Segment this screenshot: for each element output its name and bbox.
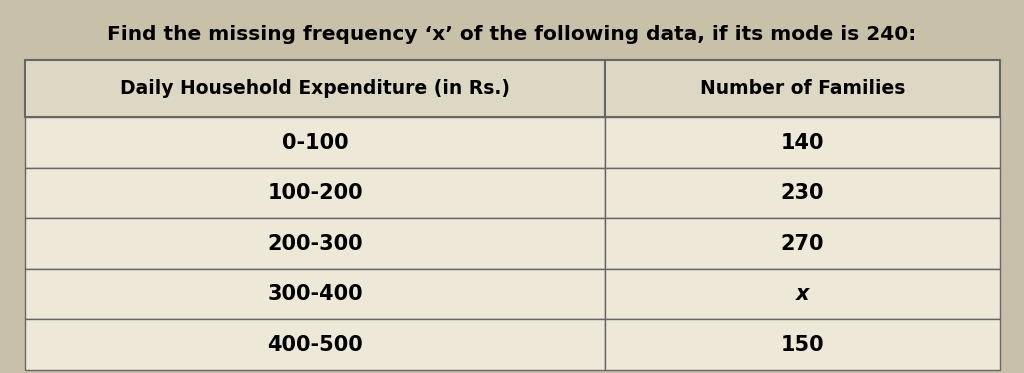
Text: 400-500: 400-500: [267, 335, 362, 355]
Text: 270: 270: [781, 233, 824, 254]
Text: 140: 140: [781, 133, 824, 153]
FancyBboxPatch shape: [25, 319, 605, 370]
Text: 200-300: 200-300: [267, 233, 362, 254]
FancyBboxPatch shape: [605, 117, 1000, 168]
FancyBboxPatch shape: [605, 60, 1000, 117]
Text: Daily Household Expenditure (in Rs.): Daily Household Expenditure (in Rs.): [120, 79, 510, 98]
FancyBboxPatch shape: [25, 168, 605, 219]
FancyBboxPatch shape: [605, 319, 1000, 370]
Text: 100-200: 100-200: [267, 183, 362, 203]
FancyBboxPatch shape: [25, 117, 605, 168]
FancyBboxPatch shape: [25, 269, 605, 319]
Text: Find the missing frequency ‘x’ of the following data, if its mode is 240:: Find the missing frequency ‘x’ of the fo…: [108, 25, 916, 44]
FancyBboxPatch shape: [25, 219, 605, 269]
FancyBboxPatch shape: [605, 269, 1000, 319]
Text: Number of Families: Number of Families: [699, 79, 905, 98]
Text: 0-100: 0-100: [282, 133, 348, 153]
Text: 300-400: 300-400: [267, 284, 362, 304]
Text: x: x: [796, 284, 809, 304]
FancyBboxPatch shape: [605, 168, 1000, 219]
FancyBboxPatch shape: [25, 60, 605, 117]
Text: 230: 230: [781, 183, 824, 203]
FancyBboxPatch shape: [605, 219, 1000, 269]
Text: 150: 150: [780, 335, 824, 355]
